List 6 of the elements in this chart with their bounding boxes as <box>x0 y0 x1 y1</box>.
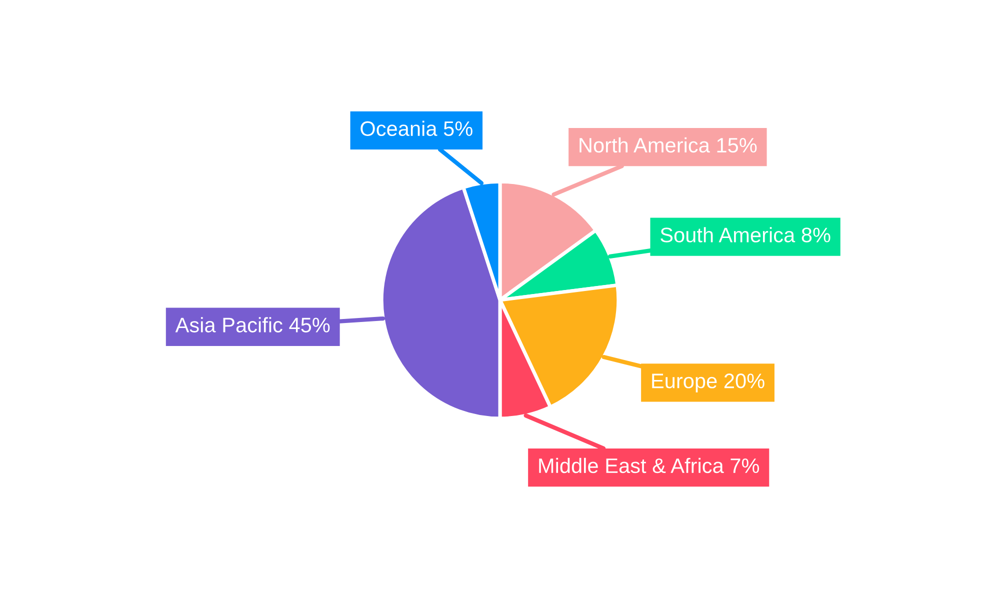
slice-label: Middle East & Africa 7% <box>539 458 760 474</box>
slice-label: Oceania 5% <box>360 120 472 136</box>
slice-label: South America 8% <box>660 227 830 242</box>
slice-label: Europe 20% <box>652 374 764 392</box>
slice-label: North America 15% <box>580 137 757 153</box>
slice-label: Asia Pacific 45% <box>175 317 330 332</box>
